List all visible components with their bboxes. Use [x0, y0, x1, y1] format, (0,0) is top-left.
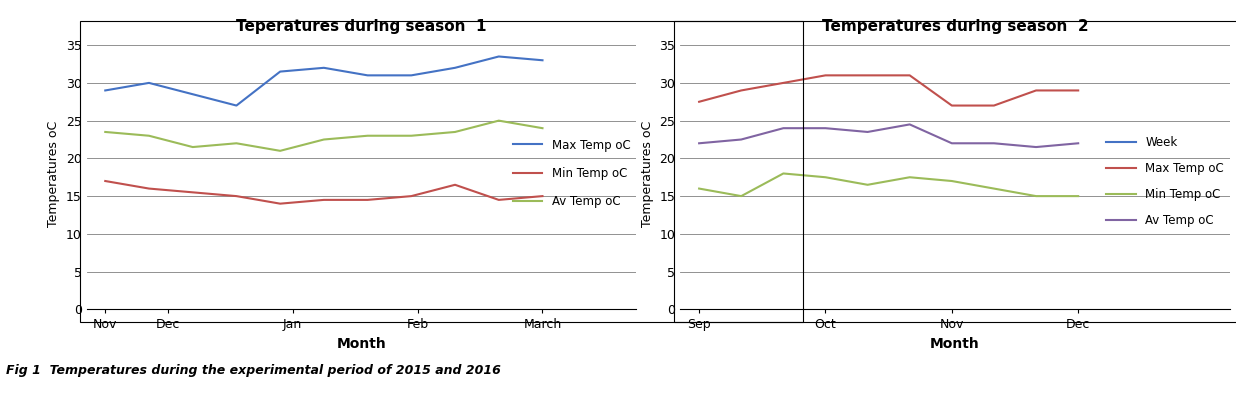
- Max Temp oC: [185, 92, 200, 97]
- Max Temp oC: [860, 73, 875, 78]
- Max Temp oC: [360, 73, 375, 78]
- Av Temp oC: [860, 130, 875, 135]
- Min Temp oC: [404, 194, 419, 199]
- Av Temp oC: [535, 126, 550, 131]
- Max Temp oC: [535, 58, 550, 63]
- Max Temp oC: [404, 73, 419, 78]
- X-axis label: Month: Month: [931, 337, 980, 351]
- Min Temp oC: [692, 186, 707, 191]
- Av Temp oC: [229, 141, 243, 146]
- Y-axis label: Temperatures oC: Temperatures oC: [640, 120, 654, 227]
- Min Temp oC: [535, 194, 550, 199]
- Title: Temperatures during season  2: Temperatures during season 2: [822, 19, 1089, 34]
- Legend: Week, Max Temp oC, Min Temp oC, Av Temp oC: Week, Max Temp oC, Min Temp oC, Av Temp …: [1106, 136, 1224, 227]
- Min Temp oC: [98, 178, 112, 184]
- Line: Av Temp oC: Av Temp oC: [105, 121, 543, 151]
- Y-axis label: Temperatures oC: Temperatures oC: [47, 120, 61, 227]
- Min Temp oC: [734, 194, 749, 199]
- Av Temp oC: [1028, 145, 1043, 150]
- Min Temp oC: [185, 190, 200, 195]
- Min Temp oC: [944, 178, 959, 184]
- Max Temp oC: [1070, 88, 1085, 93]
- Max Temp oC: [447, 65, 462, 70]
- Min Temp oC: [316, 197, 331, 202]
- Av Temp oC: [273, 148, 288, 153]
- Av Temp oC: [404, 133, 419, 138]
- Min Temp oC: [776, 171, 791, 176]
- Text: Fig 1  Temperatures during the experimental period of 2015 and 2016: Fig 1 Temperatures during the experiment…: [6, 364, 501, 377]
- Line: Min Temp oC: Min Temp oC: [700, 173, 1078, 196]
- Max Temp oC: [692, 99, 707, 104]
- Line: Max Temp oC: Max Temp oC: [105, 56, 543, 106]
- Min Temp oC: [142, 186, 157, 191]
- Max Temp oC: [316, 65, 331, 70]
- Line: Av Temp oC: Av Temp oC: [700, 125, 1078, 147]
- Av Temp oC: [1070, 141, 1085, 146]
- Min Temp oC: [986, 186, 1001, 191]
- Min Temp oC: [492, 197, 507, 202]
- Max Temp oC: [776, 80, 791, 85]
- Max Temp oC: [492, 54, 507, 59]
- Line: Max Temp oC: Max Temp oC: [700, 75, 1078, 106]
- Av Temp oC: [360, 133, 375, 138]
- Av Temp oC: [316, 137, 331, 142]
- Min Temp oC: [1070, 194, 1085, 199]
- Max Temp oC: [818, 73, 833, 78]
- Title: Teperatures during season  1: Teperatures during season 1: [236, 19, 487, 34]
- Av Temp oC: [692, 141, 707, 146]
- Line: Min Temp oC: Min Temp oC: [105, 181, 543, 204]
- Max Temp oC: [902, 73, 917, 78]
- Max Temp oC: [1028, 88, 1043, 93]
- Min Temp oC: [229, 194, 243, 199]
- Min Temp oC: [902, 175, 917, 180]
- Min Temp oC: [1028, 194, 1043, 199]
- Max Temp oC: [734, 88, 749, 93]
- Legend: Max Temp oC, Min Temp oC, Av Temp oC: Max Temp oC, Min Temp oC, Av Temp oC: [513, 139, 630, 208]
- Max Temp oC: [273, 69, 288, 74]
- Min Temp oC: [818, 175, 833, 180]
- Av Temp oC: [447, 130, 462, 135]
- Av Temp oC: [734, 137, 749, 142]
- Av Temp oC: [492, 118, 507, 123]
- Av Temp oC: [142, 133, 157, 138]
- Max Temp oC: [986, 103, 1001, 108]
- Av Temp oC: [818, 126, 833, 131]
- Av Temp oC: [185, 145, 200, 150]
- Max Temp oC: [98, 88, 112, 93]
- Av Temp oC: [986, 141, 1001, 146]
- Av Temp oC: [776, 126, 791, 131]
- X-axis label: Month: Month: [336, 337, 386, 351]
- Av Temp oC: [98, 130, 112, 135]
- Min Temp oC: [447, 182, 462, 187]
- Min Temp oC: [360, 197, 375, 202]
- Max Temp oC: [229, 103, 243, 108]
- Max Temp oC: [944, 103, 959, 108]
- Min Temp oC: [860, 182, 875, 187]
- Av Temp oC: [944, 141, 959, 146]
- Av Temp oC: [902, 122, 917, 127]
- Min Temp oC: [273, 201, 288, 206]
- Max Temp oC: [142, 80, 157, 85]
